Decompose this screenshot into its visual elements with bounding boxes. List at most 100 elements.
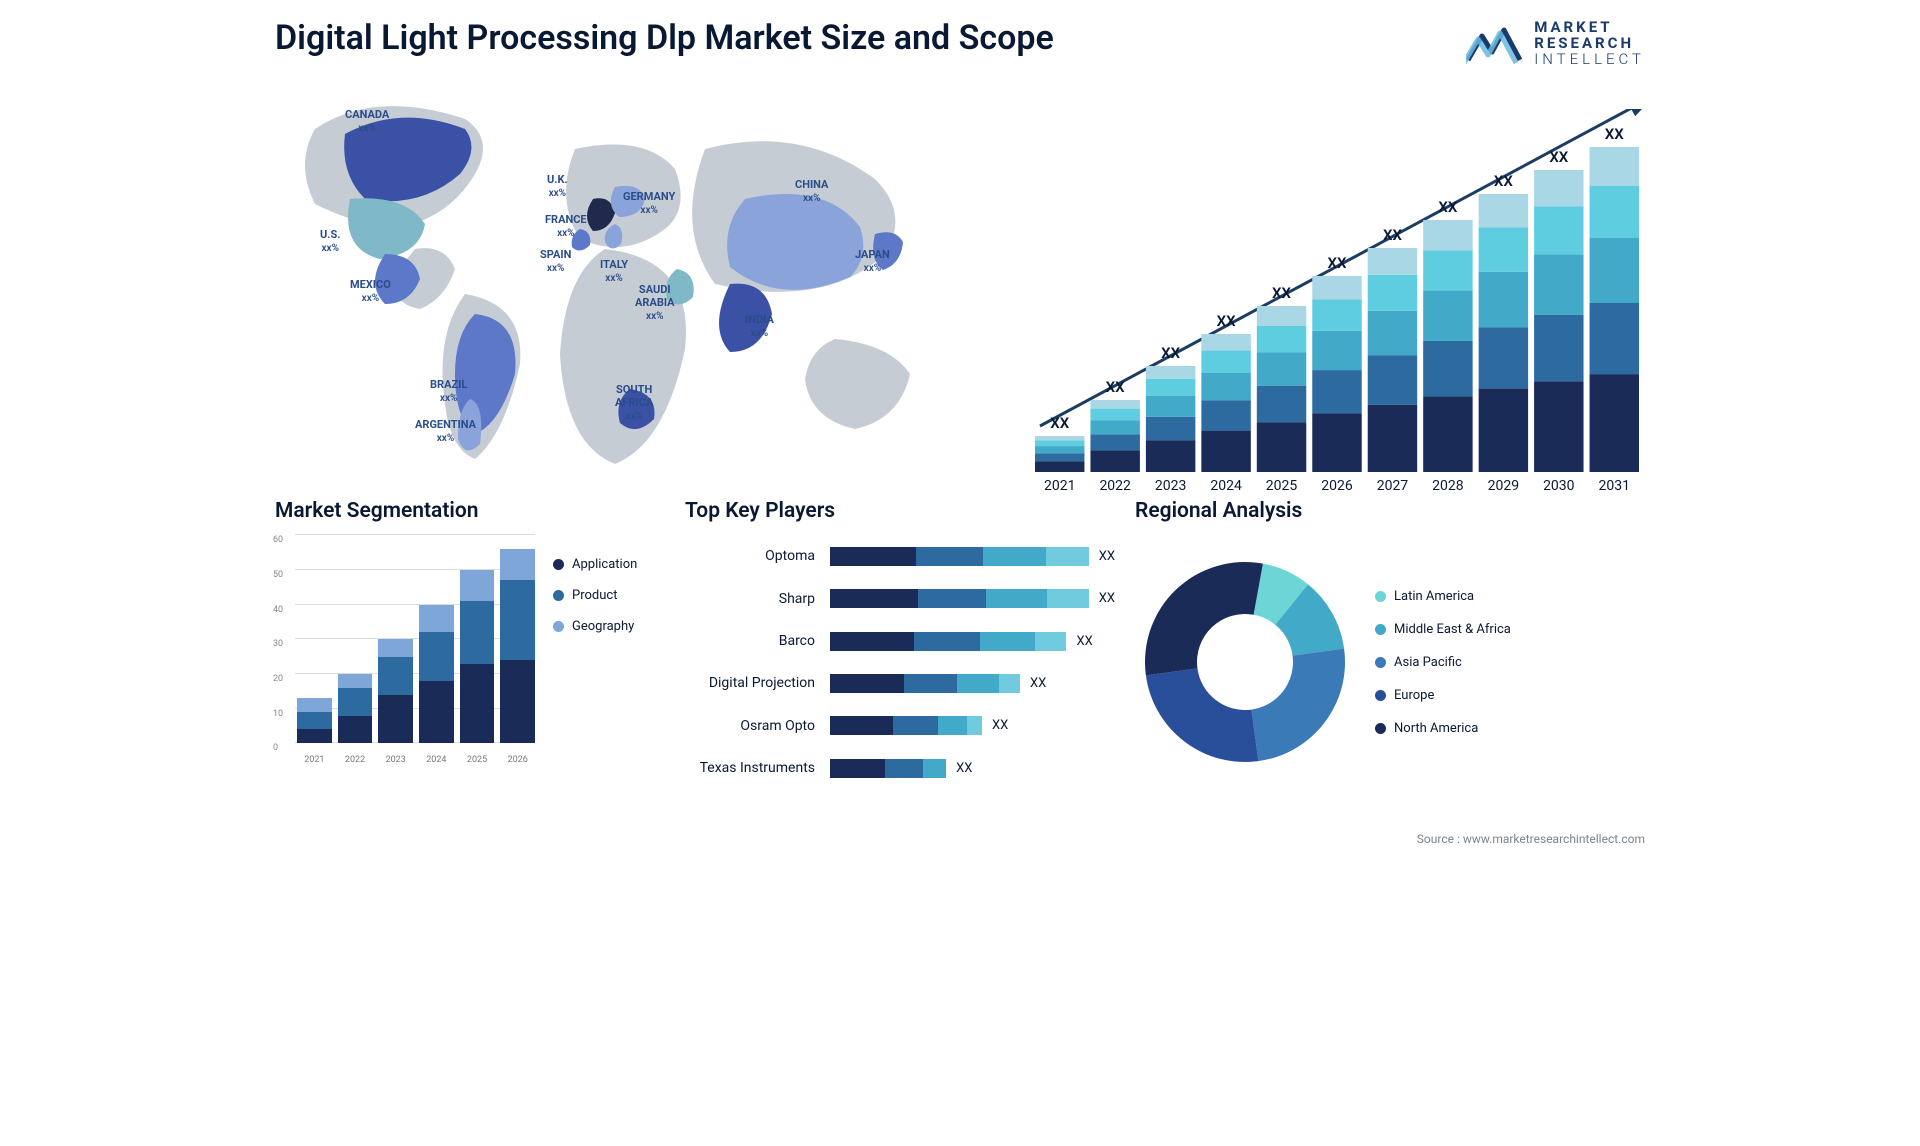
- player-value: XX: [1030, 676, 1046, 691]
- seg-bar-segment: [297, 698, 332, 712]
- growth-bar-seg: [1312, 331, 1361, 370]
- seg-xlabel: 2025: [460, 755, 495, 765]
- growth-bar-seg: [1368, 248, 1417, 275]
- seg-bar: [460, 570, 495, 743]
- growth-bar-label: XX: [1494, 172, 1513, 190]
- player-bar-seg: [983, 547, 1045, 566]
- growth-bar-seg: [1534, 206, 1583, 254]
- player-bar-seg: [986, 589, 1046, 608]
- growth-bar-seg: [1035, 436, 1084, 440]
- growth-bar-seg: [1146, 366, 1195, 379]
- player-value: XX: [992, 718, 1008, 733]
- map-callout-france: FRANCExx%: [545, 214, 587, 239]
- player-bar-seg: [1046, 547, 1089, 566]
- regional-panel: Regional Analysis Latin AmericaMiddle Ea…: [1135, 499, 1645, 789]
- growth-bar-seg: [1534, 382, 1583, 473]
- seg-ytick: 0: [273, 743, 278, 753]
- seg-ytick: 50: [273, 570, 283, 580]
- region-legend-item: Asia Pacific: [1375, 655, 1511, 670]
- growth-bar-seg: [1479, 194, 1528, 227]
- seg-xlabel: 2024: [419, 755, 454, 765]
- player-bar-seg: [885, 759, 923, 778]
- growth-bar-seg: [1201, 400, 1250, 430]
- seg-bar-segment: [500, 580, 535, 660]
- player-value: XX: [956, 761, 972, 776]
- map-callout-canada: CANADAxx%: [345, 109, 389, 134]
- growth-bar-label: XX: [1605, 125, 1624, 143]
- seg-bar-segment: [378, 695, 413, 744]
- seg-legend-item: Geography: [553, 619, 637, 634]
- growth-bar-seg: [1090, 409, 1139, 421]
- growth-bar-seg: [1423, 220, 1472, 250]
- growth-bar-seg: [1201, 351, 1250, 373]
- seg-bar-segment: [378, 639, 413, 656]
- growth-bar-seg: [1423, 397, 1472, 473]
- growth-bar-seg: [1479, 228, 1528, 272]
- growth-bar-seg: [1090, 420, 1139, 434]
- player-label: Barco: [685, 633, 815, 649]
- brand-line-3: INTELLECT: [1534, 52, 1645, 68]
- seg-ytick: 10: [273, 709, 283, 719]
- seg-bar-segment: [500, 660, 535, 743]
- seg-ytick: 20: [273, 674, 283, 684]
- player-bar-seg: [923, 759, 946, 778]
- seg-ytick: 40: [273, 605, 283, 615]
- growth-year-label: 2028: [1432, 478, 1464, 494]
- seg-bar-segment: [419, 681, 454, 743]
- map-callout-us: U.S.xx%: [320, 229, 340, 254]
- player-labels: OptomaSharpBarcoDigital ProjectionOsram …: [685, 535, 815, 789]
- growth-bar-seg: [1090, 451, 1139, 473]
- player-bar-seg: [1035, 632, 1067, 651]
- growth-bar-seg: [1146, 440, 1195, 472]
- seg-bar-segment: [500, 549, 535, 580]
- growth-bar-seg: [1257, 422, 1306, 472]
- map-callout-japan: JAPANxx%: [855, 249, 890, 274]
- player-bar-seg: [938, 716, 968, 735]
- region-legend-item: Latin America: [1375, 589, 1511, 604]
- player-bar-seg: [893, 716, 937, 735]
- seg-bar-segment: [460, 664, 495, 744]
- seg-bar-segment: [460, 601, 495, 663]
- growth-bar-seg: [1312, 370, 1361, 413]
- seg-bar-segment: [378, 657, 413, 695]
- growth-bar-label: XX: [1272, 284, 1291, 302]
- growth-bar-seg: [1534, 255, 1583, 315]
- growth-bar-seg: [1312, 276, 1361, 300]
- map-callout-italy: ITALYxx%: [600, 259, 628, 284]
- growth-bar-seg: [1312, 413, 1361, 472]
- player-row: XX: [830, 674, 1115, 693]
- player-row: XX: [830, 759, 1115, 778]
- growth-bar-seg: [1590, 147, 1639, 186]
- growth-bar-seg: [1479, 272, 1528, 328]
- region-legend-item: Europe: [1375, 688, 1511, 703]
- map-callout-germany: GERMANYxx%: [623, 191, 675, 216]
- map-callout-mexico: MEXICOxx%: [350, 279, 391, 304]
- map-callout-saudi: SAUDIARABIAxx%: [635, 284, 675, 322]
- player-bar-seg: [918, 589, 986, 608]
- seg-ytick: 60: [273, 535, 283, 545]
- growth-bar-seg: [1423, 250, 1472, 290]
- regional-legend: Latin AmericaMiddle East & AfricaAsia Pa…: [1375, 589, 1511, 736]
- player-bar-seg: [830, 716, 893, 735]
- segmentation-legend: ApplicationProductGeography: [553, 535, 637, 789]
- source-line: Source : www.marketresearchintellect.com: [1417, 832, 1645, 846]
- region-legend-item: North America: [1375, 721, 1511, 736]
- player-bar-seg: [999, 674, 1020, 693]
- page-title: Digital Light Processing Dlp Market Size…: [275, 20, 1054, 57]
- seg-bar-segment: [297, 729, 332, 743]
- player-label: Osram Opto: [685, 718, 815, 734]
- seg-xlabel: 2021: [297, 755, 332, 765]
- growth-year-label: 2027: [1377, 478, 1409, 494]
- player-bar-seg: [830, 547, 916, 566]
- growth-bar-seg: [1035, 446, 1084, 453]
- donut-hole: [1198, 615, 1292, 709]
- growth-bar-seg: [1479, 389, 1528, 472]
- growth-bar-seg: [1590, 238, 1639, 303]
- growth-bar-seg: [1423, 291, 1472, 341]
- seg-bar: [500, 549, 535, 743]
- growth-bar-label: XX: [1050, 414, 1069, 432]
- seg-xlabel: 2023: [378, 755, 413, 765]
- growth-bar-seg: [1090, 400, 1139, 409]
- regional-donut: [1135, 552, 1355, 772]
- segmentation-panel: Market Segmentation 01020304050602021202…: [275, 499, 665, 789]
